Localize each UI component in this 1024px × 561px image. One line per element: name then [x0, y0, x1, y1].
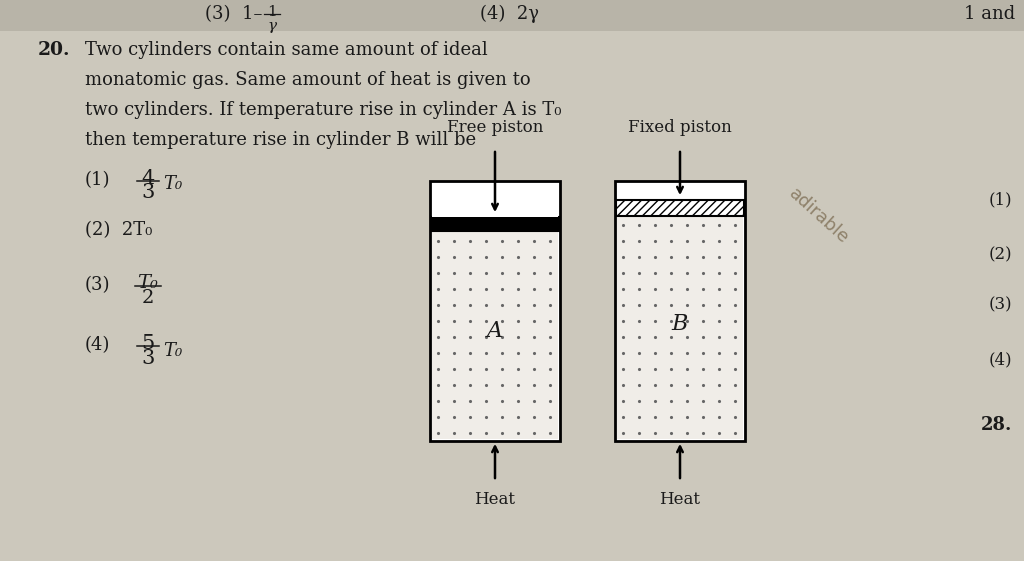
Bar: [0, 0, 1024, 31]
Text: Heat: Heat: [659, 491, 700, 508]
Text: monatomic gas. Same amount of heat is given to: monatomic gas. Same amount of heat is gi…: [85, 71, 530, 89]
Text: (1): (1): [988, 191, 1012, 208]
Text: 3: 3: [141, 183, 155, 202]
Text: γ: γ: [267, 19, 276, 33]
Text: T₀: T₀: [163, 342, 182, 360]
Bar: [432, 231, 558, 439]
Bar: [430, 181, 560, 441]
Text: 4: 4: [141, 169, 155, 188]
Text: Heat: Heat: [474, 491, 515, 508]
Text: 5: 5: [141, 334, 155, 353]
Text: (1): (1): [85, 171, 111, 189]
Text: (4): (4): [85, 336, 111, 354]
Text: 1 and: 1 and: [964, 5, 1015, 23]
Text: (3): (3): [85, 276, 111, 294]
Text: then temperature rise in cylinder B will be: then temperature rise in cylinder B will…: [85, 131, 476, 149]
Text: 28.: 28.: [981, 416, 1012, 434]
Text: (2): (2): [988, 246, 1012, 263]
Text: Fixed piston: Fixed piston: [628, 119, 732, 136]
Text: 20.: 20.: [38, 41, 71, 59]
Text: A: A: [487, 320, 503, 342]
Text: Two cylinders contain same amount of ideal: Two cylinders contain same amount of ide…: [85, 41, 487, 59]
Text: T₀: T₀: [137, 274, 159, 292]
Text: (4)  2γ: (4) 2γ: [480, 5, 539, 23]
Text: 1: 1: [267, 5, 276, 19]
Bar: [615, 181, 745, 441]
Text: 2: 2: [141, 289, 155, 307]
Text: Free piston: Free piston: [446, 119, 543, 136]
Text: two cylinders. If temperature rise in cylinder A is T₀: two cylinders. If temperature rise in cy…: [85, 101, 561, 119]
Bar: [432, 183, 558, 217]
Text: (2)  2T₀: (2) 2T₀: [85, 221, 153, 239]
Text: T₀: T₀: [163, 175, 182, 193]
Bar: [617, 216, 743, 439]
Text: B: B: [672, 312, 688, 334]
Bar: [616, 200, 744, 216]
Text: (3): (3): [988, 296, 1012, 313]
Text: (4): (4): [988, 351, 1012, 368]
Bar: [431, 217, 559, 231]
Text: 3: 3: [141, 349, 155, 368]
Text: (3)  1–: (3) 1–: [205, 5, 262, 23]
Text: adirable: adirable: [785, 185, 852, 247]
